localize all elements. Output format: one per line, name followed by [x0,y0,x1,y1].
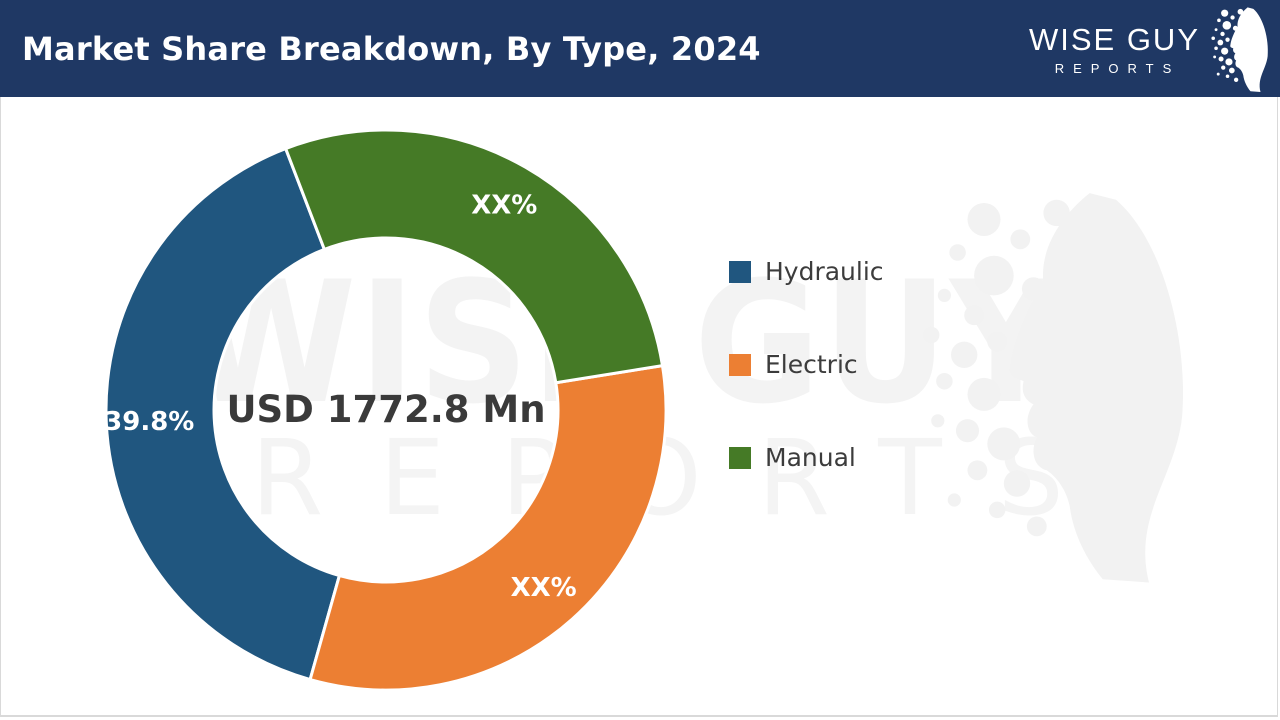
logo-subtitle: REPORTS [1054,60,1181,76]
legend-label: Hydraulic [765,257,884,286]
donut-center-value: USD 1772.8 Mn [226,388,545,431]
legend-swatch-electric [729,353,751,376]
logo-text: WISE GUY REPORTS [1029,22,1200,76]
legend-label: Manual [765,443,856,472]
legend-item-manual[interactable]: Manual [729,445,884,470]
chart-area: WISE GUY REPORTS 39.8% XX% XX% USD 1772.8 M… [0,97,1278,717]
page-title: Market Share Breakdown, By Type, 2024 [22,29,761,68]
header: Market Share Breakdown, By Type, 2024 WI… [0,0,1280,97]
segment-label-manual: XX% [471,191,537,221]
legend-item-electric[interactable]: Electric [729,352,884,377]
donut-segment-hydraulic[interactable] [104,147,341,682]
legend-label: Electric [765,350,858,379]
wiseguy-logo: WISE GUY REPORTS [1029,0,1280,97]
legend-item-hydraulic[interactable]: Hydraulic [729,259,884,284]
legend-swatch-hydraulic [729,260,751,283]
dotted-face-profile-icon [1202,6,1276,92]
donut-segment-electric[interactable] [308,364,668,692]
legend-swatch-manual [729,446,751,469]
donut-chart: 39.8% XX% XX% USD 1772.8 Mn [104,128,668,692]
donut-segment-manual[interactable] [284,128,664,385]
logo-wordmark: WISE GUY [1028,21,1200,57]
segment-label-hydraulic: 39.8% [104,407,194,437]
segment-label-electric: XX% [511,573,577,603]
chart-legend: Hydraulic Electric Manual [729,259,884,470]
